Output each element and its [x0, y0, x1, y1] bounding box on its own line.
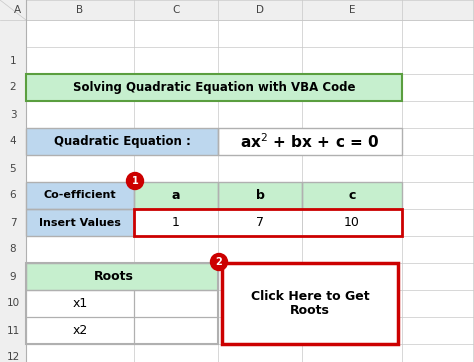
Bar	[218, 182, 302, 209]
Bar	[218, 182, 302, 209]
Bar	[0, 0, 474, 20]
Text: a: a	[172, 189, 180, 202]
Text: D: D	[256, 5, 264, 15]
Text: Quadratic Equation :: Quadratic Equation :	[54, 135, 191, 148]
Bar	[134, 182, 218, 209]
Text: Solving Quadratic Equation with VBA Code: Solving Quadratic Equation with VBA Code	[73, 81, 355, 94]
Bar	[26, 74, 402, 101]
Text: 4: 4	[9, 136, 16, 147]
Bar	[302, 209, 402, 236]
Bar	[218, 128, 402, 155]
Text: 5: 5	[9, 164, 16, 173]
Bar	[26, 128, 218, 155]
Text: 7: 7	[9, 218, 16, 227]
Bar	[26, 182, 134, 209]
Text: 2: 2	[216, 257, 222, 267]
Text: B: B	[76, 5, 83, 15]
Text: ax$^2$ + bx + c = 0: ax$^2$ + bx + c = 0	[240, 132, 380, 151]
Bar	[302, 209, 402, 236]
Bar	[26, 263, 218, 290]
Text: 8: 8	[9, 244, 16, 254]
Text: x2: x2	[73, 324, 88, 337]
Text: Co-efficient: Co-efficient	[44, 190, 116, 201]
Text: EXCEL · DATA · BI: EXCEL · DATA · BI	[142, 333, 202, 339]
Bar	[26, 290, 134, 317]
Text: b: b	[255, 189, 264, 202]
Bar	[0, 0, 26, 362]
Text: 10: 10	[7, 299, 19, 308]
Text: 1: 1	[132, 176, 138, 186]
Bar	[134, 209, 218, 236]
Bar	[218, 209, 302, 236]
Bar	[134, 182, 218, 209]
Text: c: c	[348, 189, 356, 202]
Bar	[222, 263, 398, 344]
Text: 10: 10	[344, 216, 360, 229]
Text: 1: 1	[172, 216, 180, 229]
Text: Click Here to Get
Roots: Click Here to Get Roots	[251, 290, 369, 317]
Bar	[26, 317, 134, 344]
Text: x1: x1	[73, 297, 88, 310]
Bar	[26, 209, 134, 236]
Bar	[218, 128, 402, 155]
Text: 7: 7	[256, 216, 264, 229]
Bar	[134, 290, 218, 317]
Text: C: C	[173, 5, 180, 15]
Text: Insert Values: Insert Values	[39, 218, 121, 227]
Bar	[26, 290, 134, 317]
Text: 11: 11	[6, 325, 19, 336]
Bar	[134, 317, 218, 344]
Bar	[26, 317, 134, 344]
Text: 1: 1	[9, 55, 16, 66]
Bar	[134, 209, 218, 236]
Bar	[26, 263, 218, 344]
Bar	[26, 182, 134, 209]
Text: Roots: Roots	[94, 270, 134, 283]
Bar	[26, 209, 134, 236]
Text: 6: 6	[9, 190, 16, 201]
Text: exceldemy: exceldemy	[134, 317, 210, 331]
Bar	[302, 182, 402, 209]
Circle shape	[127, 173, 144, 189]
Text: 2: 2	[9, 83, 16, 93]
Circle shape	[210, 253, 228, 270]
Bar	[26, 263, 218, 290]
Bar	[302, 182, 402, 209]
Bar	[134, 290, 218, 317]
Text: A: A	[13, 5, 20, 15]
Bar	[26, 128, 218, 155]
Text: 9: 9	[9, 272, 16, 282]
Text: 12: 12	[6, 353, 19, 362]
Bar	[26, 74, 402, 101]
Bar	[134, 317, 218, 344]
Text: E: E	[349, 5, 355, 15]
Bar	[218, 209, 302, 236]
Bar	[222, 263, 398, 344]
Text: 3: 3	[9, 109, 16, 119]
Bar	[134, 209, 402, 236]
